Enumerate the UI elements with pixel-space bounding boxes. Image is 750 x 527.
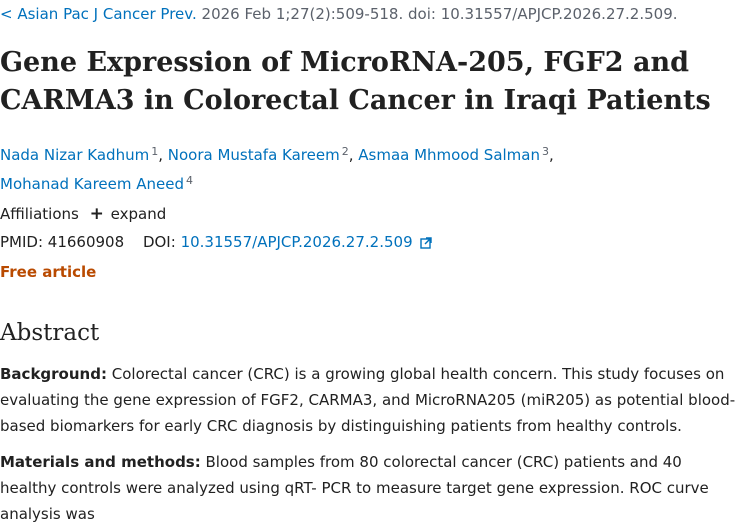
methods-label: Materials and methods: (0, 453, 201, 471)
journal-citation: < Asian Pac J Cancer Prev. 2026 Feb 1;27… (0, 4, 678, 24)
background-text: Colorectal cancer (CRC) is a growing glo… (0, 365, 736, 435)
chevron-left-icon[interactable]: < (0, 5, 13, 23)
plus-icon: + (89, 204, 104, 224)
affiliations-expand-button[interactable]: + expand (89, 204, 167, 224)
article-title: Gene Expression of MicroRNA-205, FGF2 an… (0, 47, 711, 116)
pmid-label: PMID: (0, 233, 44, 251)
abstract-heading: Abstract (0, 320, 100, 346)
author-link[interactable]: Noora Mustafa Kareem (167, 146, 340, 164)
identifiers-row: PMID: 41660908 DOI: 10.31557/APJCP.2026.… (0, 232, 433, 254)
author-affiliation-ref[interactable]: 3 (542, 145, 549, 158)
external-link-icon[interactable] (420, 234, 433, 254)
abstract-methods: Materials and methods: Blood samples fro… (0, 449, 738, 527)
article-page: < Asian Pac J Cancer Prev. 2026 Feb 1;27… (0, 4, 738, 523)
doi-link[interactable]: 10.31557/APJCP.2026.27.2.509 (180, 233, 413, 251)
pmid-value: 41660908 (47, 233, 125, 251)
author-link[interactable]: Nada Nizar Kadhum (0, 146, 150, 164)
journal-link[interactable]: Asian Pac J Cancer Prev. (17, 5, 197, 23)
author-link[interactable]: Asmaa Mhmood Salman (358, 146, 540, 164)
background-label: Background: (0, 365, 107, 383)
author-list: Nada Nizar Kadhum 1, Noora Mustafa Kareem… (0, 145, 554, 193)
author-link[interactable]: Mohanad Kareem Aneed (0, 175, 184, 193)
affiliations-row: Affiliations + expand (0, 204, 166, 224)
affiliations-label: Affiliations (0, 205, 79, 223)
abstract-background: Background: Colorectal cancer (CRC) is a… (0, 361, 738, 439)
doi-label: DOI: (142, 233, 176, 251)
author-affiliation-ref[interactable]: 1 (151, 145, 159, 158)
author-affiliation-ref[interactable]: 2 (341, 145, 349, 158)
author-affiliation-ref[interactable]: 4 (186, 174, 193, 187)
expand-label: expand (110, 205, 167, 223)
citation-details: 2026 Feb 1;27(2):509-518. doi: 10.31557/… (201, 5, 678, 23)
free-article-badge: Free article (0, 263, 97, 281)
